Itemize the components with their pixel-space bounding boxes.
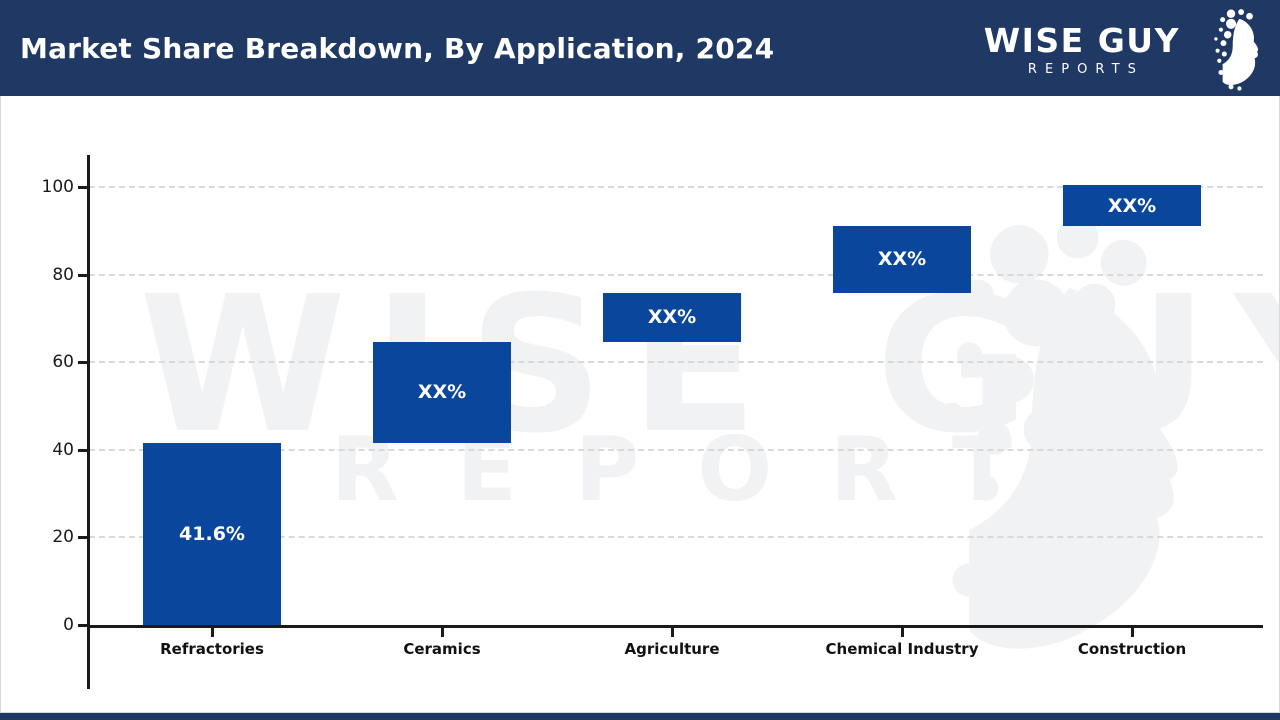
gridline-40 xyxy=(89,448,1263,451)
x-axis-tick xyxy=(441,628,444,637)
x-axis-category-label: Refractories xyxy=(160,640,264,658)
y-axis-tick-label: 60 xyxy=(52,352,74,373)
y-axis-tick xyxy=(78,273,87,277)
bar-ceramics: XX% xyxy=(373,342,511,443)
y-axis-tick-label: 80 xyxy=(52,264,74,285)
x-axis-category-label: Construction xyxy=(1077,640,1187,658)
y-axis-tick xyxy=(78,624,87,627)
brand-logo-text: WISE GUY REPORTS xyxy=(983,20,1180,77)
bar-chemical-industry: XX% xyxy=(833,226,971,293)
bar-value-label: 41.6% xyxy=(179,522,245,545)
y-axis-tick xyxy=(78,536,87,540)
y-axis-line xyxy=(87,155,90,689)
bar-construction: XX% xyxy=(1063,185,1201,227)
x-axis-category-label: Chemical Industry xyxy=(825,640,979,658)
y-axis-tick-label: 0 xyxy=(63,615,74,635)
y-axis-tick xyxy=(78,448,87,452)
y-axis-tick-label: 40 xyxy=(52,439,74,460)
y-axis-tick-label: 20 xyxy=(52,527,74,548)
bar-refractories: 41.6% xyxy=(143,442,281,625)
y-axis-tick-label: 100 xyxy=(41,177,74,197)
footer-bar xyxy=(0,713,1280,720)
brand-subtitle: REPORTS xyxy=(1027,61,1144,77)
gridline-100 xyxy=(89,186,1263,188)
y-axis-tick xyxy=(78,361,87,365)
x-axis-tick xyxy=(211,628,214,637)
gridline-20 xyxy=(89,536,1263,539)
x-axis-tick xyxy=(671,628,674,637)
brand-logo: WISE GUY REPORTS xyxy=(984,6,1268,92)
gridline-80 xyxy=(89,273,1263,276)
x-axis-tick xyxy=(1131,628,1134,637)
x-axis-category-label: Agriculture xyxy=(624,640,720,658)
dotted-head-logo-icon xyxy=(1214,9,1259,91)
bar-value-label: XX% xyxy=(647,306,697,329)
gridline-60 xyxy=(89,361,1263,364)
brand-name: WISE GUY xyxy=(983,20,1180,60)
bar-value-label: XX% xyxy=(1107,194,1157,217)
bar-agriculture: XX% xyxy=(603,292,741,343)
bar-value-label: XX% xyxy=(877,248,927,271)
bar-value-label: XX% xyxy=(417,381,467,404)
x-axis-tick xyxy=(901,628,904,637)
y-axis-tick xyxy=(78,186,87,189)
x-axis-category-label: Ceramics xyxy=(403,640,481,658)
x-axis-line xyxy=(87,625,1263,628)
watermark-head-icon xyxy=(942,216,1178,649)
page-title: Market Share Breakdown, By Application, … xyxy=(20,31,775,65)
chart-area: WISE GUY REPORTS 0 20 40 60 80 100 41.6% XX% XX%… xyxy=(0,96,1280,713)
header-bar: Market Share Breakdown, By Application, … xyxy=(0,0,1280,96)
